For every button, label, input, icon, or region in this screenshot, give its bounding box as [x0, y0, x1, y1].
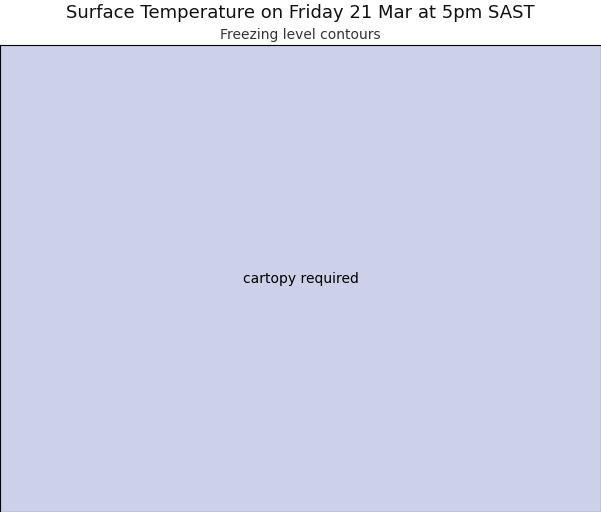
Text: Surface Temperature on Friday 21 Mar at 5pm SAST: Surface Temperature on Friday 21 Mar at … — [66, 4, 535, 22]
Text: cartopy required: cartopy required — [243, 271, 358, 286]
Text: Freezing level contours: Freezing level contours — [220, 28, 381, 42]
